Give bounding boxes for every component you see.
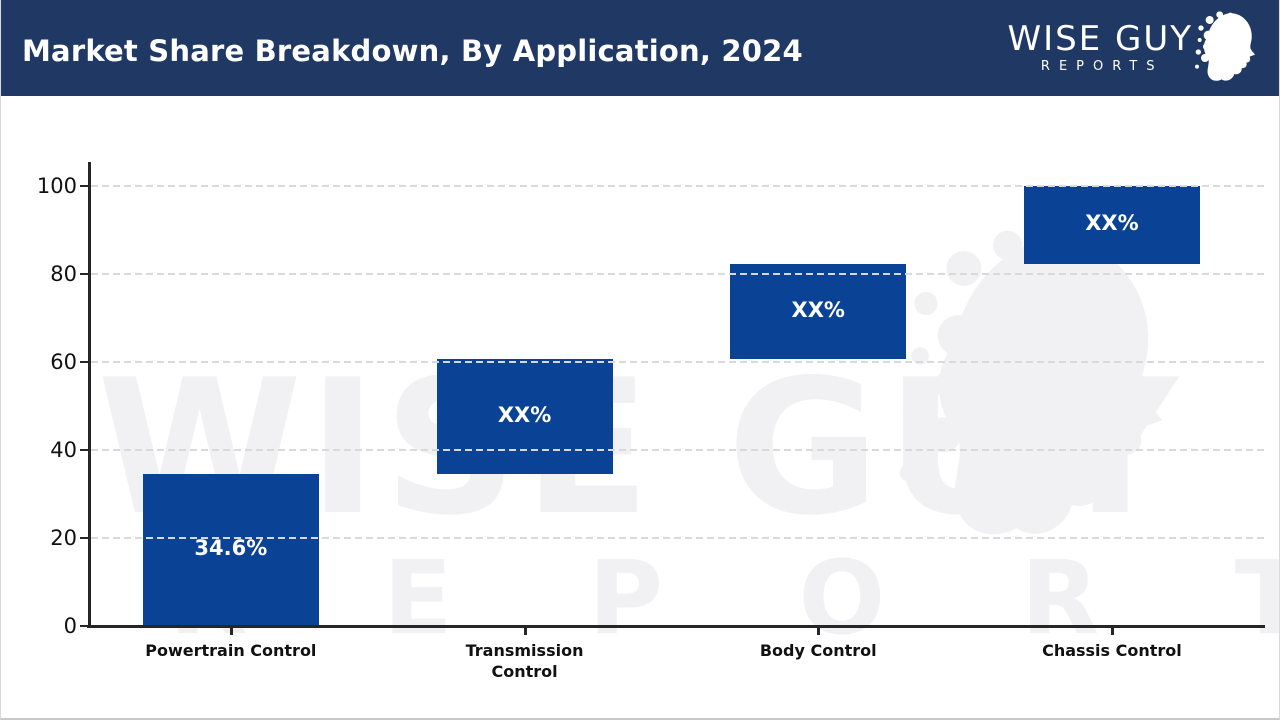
x-axis-line xyxy=(87,625,1265,628)
x-axis-tick xyxy=(817,628,821,635)
gridline xyxy=(91,361,1264,363)
bar-powertrain-control xyxy=(142,473,319,626)
logo-face-icon xyxy=(1195,11,1255,81)
bar-value-label: XX% xyxy=(1085,211,1139,236)
x-axis-category-label-powertrain-control: Powertrain Control xyxy=(145,641,317,660)
page-title: Market Share Breakdown, By Application, … xyxy=(22,34,803,68)
y-axis-line xyxy=(88,162,91,628)
y-axis-tick-label: 0 xyxy=(63,614,77,638)
x-axis-category-label-transmission-control: Transmission Control xyxy=(465,641,584,681)
gridline xyxy=(91,185,1264,187)
x-axis-category-label-chassis-control: Chassis Control xyxy=(1042,641,1182,660)
y-axis-tick-label: 100 xyxy=(36,174,77,198)
gridline xyxy=(91,537,1264,539)
y-axis-tick-label: 20 xyxy=(50,526,77,550)
x-axis-tick xyxy=(523,628,527,635)
gridline xyxy=(91,449,1264,451)
y-axis-tick xyxy=(80,537,89,539)
y-axis-tick-label: 80 xyxy=(50,262,77,286)
logo-text: WISE GUY REPORTS xyxy=(1007,21,1193,75)
watermark-subtitle: R E P O R T S xyxy=(169,539,1279,658)
y-axis-tick xyxy=(80,449,89,451)
bar-chassis-control xyxy=(1023,186,1200,265)
x-axis-tick xyxy=(229,628,233,635)
y-axis-tick xyxy=(80,185,89,187)
watermark: WISE GUY R E P O R T S xyxy=(1,96,1279,713)
bar-value-label: XX% xyxy=(497,402,552,427)
header: Market Share Breakdown, By Application, … xyxy=(1,0,1279,96)
y-axis-tick-label: 60 xyxy=(50,350,77,374)
y-axis-tick xyxy=(80,361,89,363)
y-axis-tick xyxy=(80,625,89,627)
gridline xyxy=(91,273,1264,275)
watermark-face-icon xyxy=(899,230,1163,535)
logo-subtitle: REPORTS xyxy=(1040,59,1164,74)
bar-body-control xyxy=(730,264,907,360)
bar-value-label: XX% xyxy=(791,297,845,322)
bar-value-label: 34.6% xyxy=(194,535,268,560)
y-axis-tick xyxy=(80,273,89,275)
y-axis-tick-label: 40 xyxy=(50,438,77,462)
logo-name: WISE GUY xyxy=(1007,19,1193,59)
wiseguy-logo: WISE GUY REPORTS xyxy=(1007,8,1267,88)
bar-transmission-control xyxy=(436,359,613,474)
x-axis-category-label-body-control: Body Control xyxy=(759,641,877,660)
x-axis-tick xyxy=(1110,628,1114,635)
